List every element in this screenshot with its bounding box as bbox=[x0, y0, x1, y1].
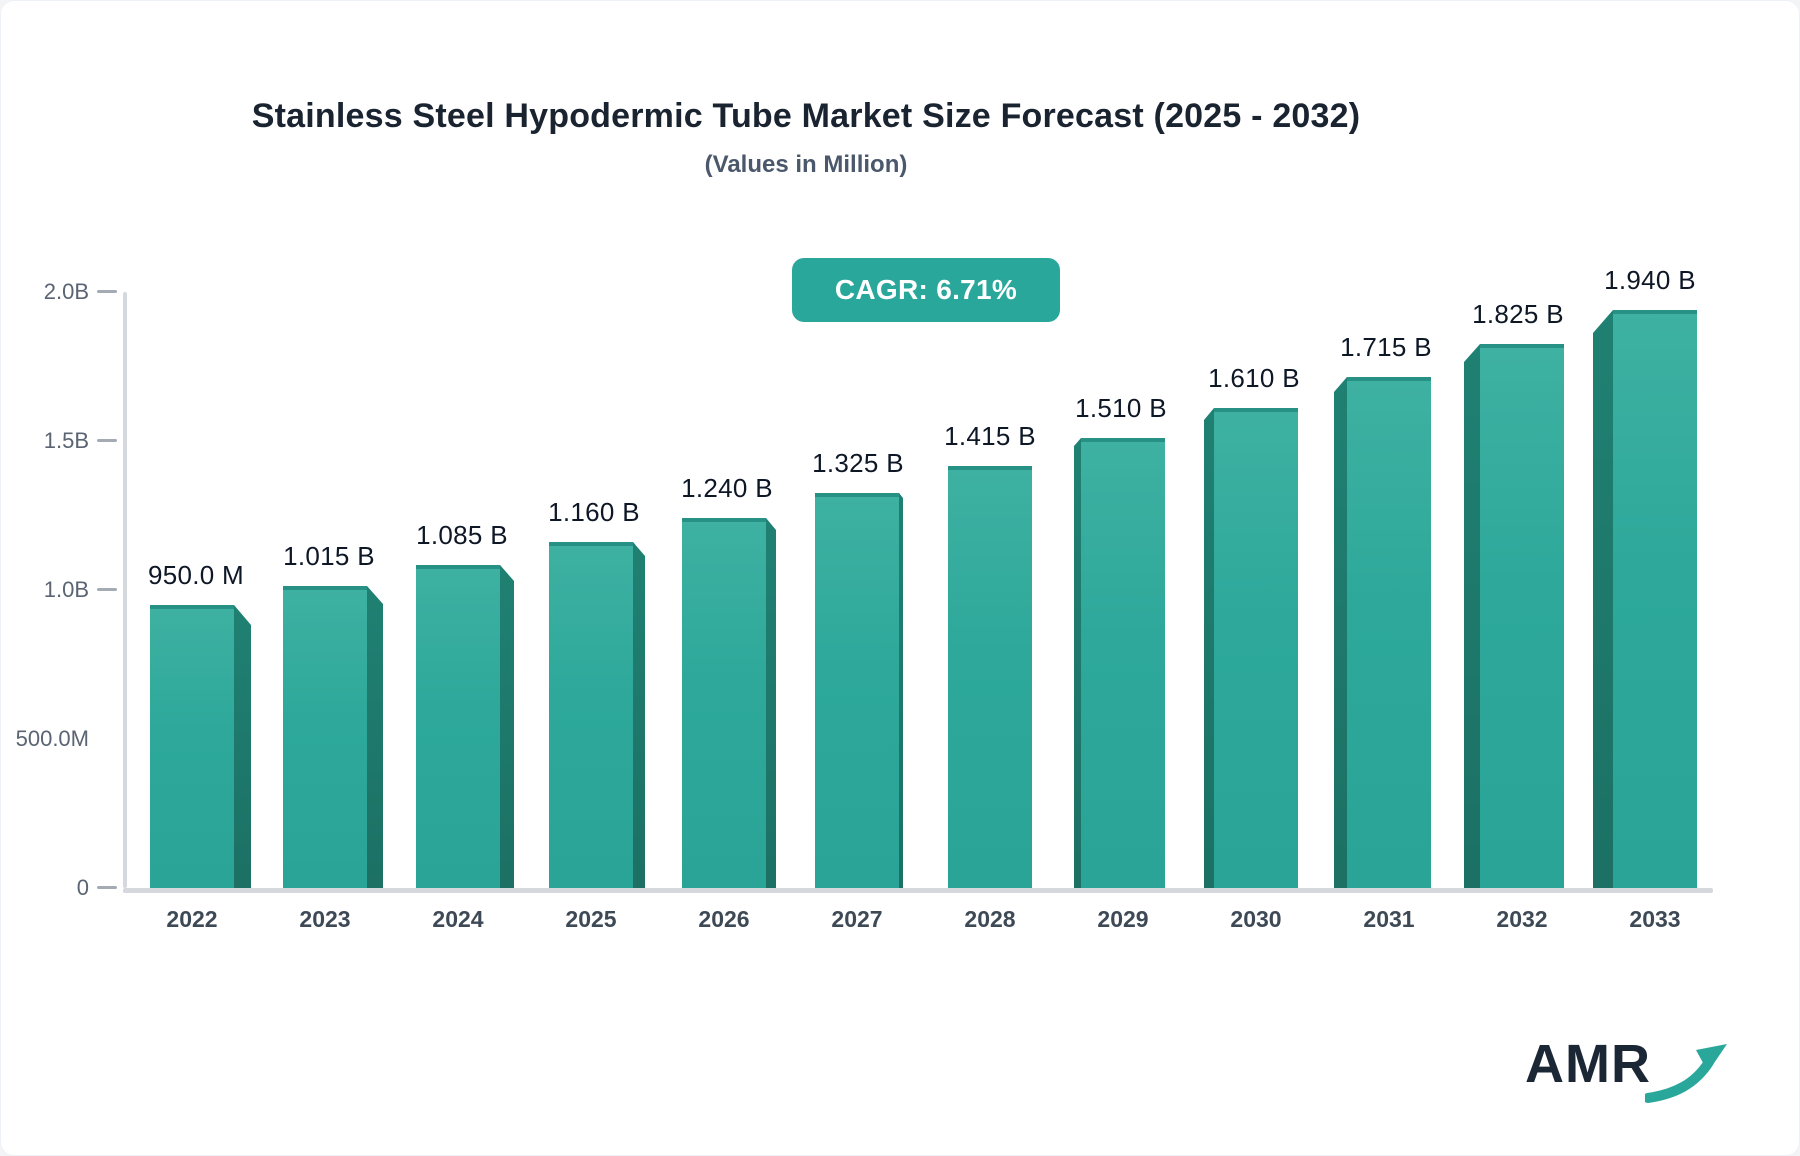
bar-face bbox=[283, 586, 367, 888]
chart-subtitle: (Values in Million) bbox=[704, 151, 908, 178]
y-tick bbox=[97, 588, 117, 591]
bar-side-face-left bbox=[1334, 377, 1347, 888]
bar-face bbox=[150, 605, 234, 888]
x-axis-label: 2033 bbox=[1629, 906, 1681, 932]
bar-side-face-right bbox=[367, 586, 383, 888]
bar-top-edge bbox=[1613, 310, 1697, 314]
x-axis-line bbox=[123, 888, 1713, 893]
bar-value-label: 1.240 B bbox=[681, 473, 773, 503]
bar-value-label: 950.0 M bbox=[147, 560, 245, 590]
bar-top-edge bbox=[1347, 377, 1431, 381]
growth-arrow-icon bbox=[1644, 1044, 1727, 1103]
bar-top-edge bbox=[283, 586, 367, 590]
bar-face bbox=[682, 518, 766, 888]
bar-face bbox=[1347, 377, 1431, 888]
y-axis-line bbox=[123, 292, 127, 888]
bar-top-edge bbox=[815, 493, 899, 497]
bar-face bbox=[948, 466, 1032, 888]
bar-side-face-left bbox=[1074, 438, 1081, 888]
y-tick-label: 2.0B bbox=[43, 279, 89, 304]
bar-face bbox=[815, 493, 899, 888]
x-axis-label: 2026 bbox=[698, 906, 750, 932]
bar-side-face-left bbox=[1593, 310, 1613, 888]
bar-side-face-right bbox=[500, 565, 514, 888]
bar-value-label: 1.160 B bbox=[548, 497, 640, 527]
bar-face bbox=[1480, 344, 1564, 888]
bar-value-label: 1.085 B bbox=[416, 520, 508, 550]
bar-value-label: 1.610 B bbox=[1208, 363, 1300, 393]
x-axis-label: 2027 bbox=[831, 906, 883, 932]
amr-logo-text: AMR bbox=[1525, 1034, 1651, 1094]
cagr-badge: CAGR: 6.71% bbox=[792, 258, 1060, 322]
x-axis-label: 2023 bbox=[299, 906, 351, 932]
bar-value-label: 1.415 B bbox=[944, 421, 1036, 451]
bar-top-edge bbox=[150, 605, 234, 609]
bar-top-edge bbox=[682, 518, 766, 522]
bar-top-edge bbox=[1081, 438, 1165, 442]
bar-value-label: 1.940 B bbox=[1604, 265, 1696, 295]
bar-face bbox=[1081, 438, 1165, 888]
x-axis-label: 2025 bbox=[565, 906, 617, 932]
y-tick-label: 500.0M bbox=[15, 726, 89, 751]
bar-value-label: 1.015 B bbox=[283, 541, 375, 571]
x-axis-label: 2031 bbox=[1363, 906, 1415, 932]
x-axis-label: 2024 bbox=[432, 906, 484, 932]
bar-face bbox=[549, 542, 633, 888]
y-tick-label: 1.5B bbox=[43, 428, 89, 453]
y-tick bbox=[97, 439, 117, 442]
bar-side-face-right bbox=[633, 542, 645, 888]
chart-title: Stainless Steel Hypodermic Tube Market S… bbox=[251, 97, 1361, 135]
bar-value-label: 1.325 B bbox=[812, 448, 904, 478]
bar-value-label: 1.510 B bbox=[1075, 393, 1167, 423]
x-axis-label: 2030 bbox=[1230, 906, 1282, 932]
bar-side-face-right bbox=[766, 518, 776, 888]
bar-top-edge bbox=[948, 466, 1032, 470]
bar-side-face-right bbox=[234, 605, 251, 888]
bar-value-label: 1.715 B bbox=[1340, 332, 1432, 362]
bar-side-face-right bbox=[899, 493, 903, 888]
x-axis-label: 2028 bbox=[964, 906, 1016, 932]
y-tick-label: 1.0B bbox=[43, 577, 89, 602]
x-axis-label: 2029 bbox=[1097, 906, 1149, 932]
bar-side-face-left bbox=[1464, 344, 1480, 888]
y-tick bbox=[97, 290, 117, 293]
bar-top-edge bbox=[1214, 408, 1298, 412]
bar-top-edge bbox=[416, 565, 500, 569]
amr-logo: AMR bbox=[1525, 1037, 1731, 1105]
x-axis-label: 2022 bbox=[166, 906, 218, 932]
bar-side-face-left bbox=[1204, 408, 1214, 888]
x-axis-label: 2032 bbox=[1496, 906, 1548, 932]
bar-top-edge bbox=[1480, 344, 1564, 348]
y-tick bbox=[97, 886, 117, 889]
bar-face bbox=[416, 565, 500, 888]
y-tick-label: 0 bbox=[76, 875, 89, 900]
bar-face bbox=[1214, 408, 1298, 888]
bar-top-edge bbox=[549, 542, 633, 546]
bar-value-label: 1.825 B bbox=[1472, 299, 1564, 329]
cagr-badge-label: CAGR: 6.71% bbox=[834, 274, 1018, 305]
bar-face bbox=[1613, 310, 1697, 888]
